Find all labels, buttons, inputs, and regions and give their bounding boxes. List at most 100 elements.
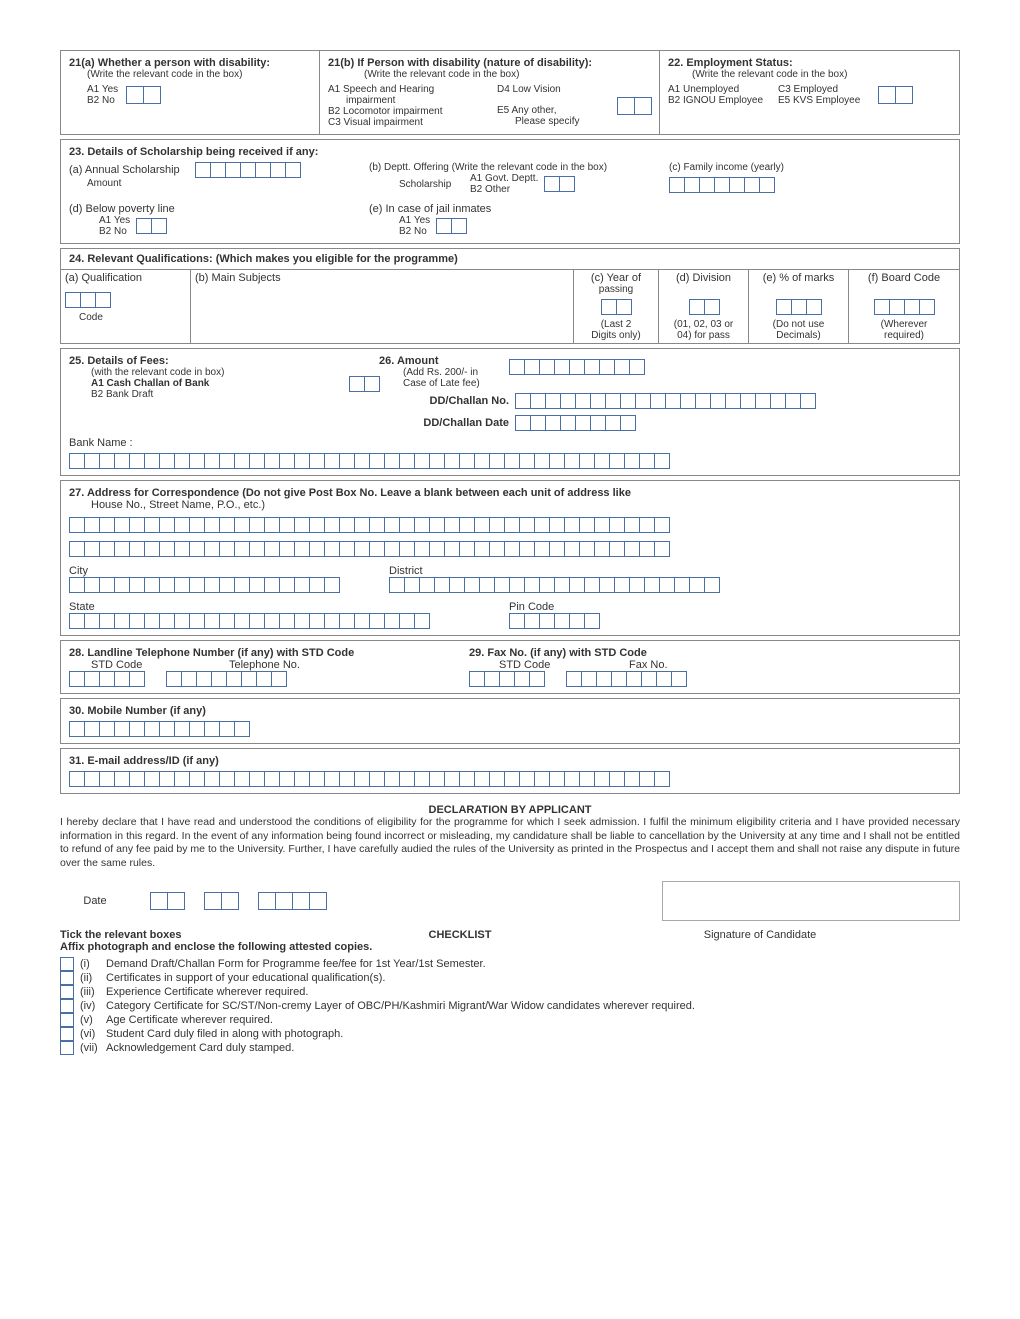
q24-code: Code: [65, 312, 186, 323]
q29-std-input[interactable]: [469, 671, 544, 687]
q24-year-input[interactable]: [601, 299, 631, 315]
q25-sub: (with the relevant code in box): [69, 367, 343, 378]
q24-col-f: (f) Board Code: [853, 272, 955, 284]
q28-tel-input[interactable]: [166, 671, 286, 687]
chk-iv[interactable]: [60, 999, 74, 1013]
q24-board-input[interactable]: [874, 299, 934, 315]
q26-dddate-input[interactable]: [515, 415, 635, 431]
q24-col-c: (c) Year of: [578, 272, 654, 284]
q27-city-input[interactable]: [69, 577, 339, 593]
q27-box: 27. Address for Correspondence (Do not g…: [60, 480, 960, 636]
q24-qual-input[interactable]: [65, 292, 110, 308]
q23-a-amount[interactable]: [195, 162, 300, 178]
q22-c3: C3 Employed: [778, 84, 868, 95]
chk-ii-text: Certificates in support of your educatio…: [106, 972, 385, 984]
q28-std-input[interactable]: [69, 671, 144, 687]
q23-amount-label: Amount: [69, 178, 369, 189]
q21b-a1: A1 Speech and Hearing: [328, 84, 487, 95]
q27-addr1[interactable]: [69, 517, 669, 533]
checklist-tick: Tick the relevant boxes: [60, 929, 360, 941]
chk-vii-text: Acknowledgement Card duly stamped.: [106, 1042, 294, 1054]
chk-i[interactable]: [60, 957, 74, 971]
q24-e-sub1: (Do not use: [753, 319, 844, 330]
q25-bank: Bank Name :: [69, 437, 951, 449]
q28-tel: Telephone No.: [169, 659, 469, 671]
q24-marks-input[interactable]: [776, 299, 821, 315]
q23-b: (b) Deptt. Offering (Write the relevant …: [369, 162, 669, 173]
chk-iii-text: Experience Certificate wherever required…: [106, 986, 308, 998]
q31-title: 31. E-mail address/ID (if any): [69, 755, 951, 767]
q21b-e5b: Please specify: [497, 116, 607, 127]
q21a-a1: A1 Yes: [87, 84, 118, 95]
q26-sub2: Case of Late fee): [379, 378, 509, 389]
sig-box[interactable]: [662, 881, 960, 921]
q31-input[interactable]: [69, 771, 669, 787]
chk-vi[interactable]: [60, 1027, 74, 1041]
q23-d: (d) Below poverty line: [69, 203, 369, 215]
date-d[interactable]: [150, 892, 184, 910]
q24-div-input[interactable]: [689, 299, 719, 315]
q27-city: City: [69, 565, 389, 577]
q27-pin-input[interactable]: [509, 613, 599, 629]
chk-vii-num: (vii): [80, 1042, 106, 1054]
q23-e: (e) In case of jail inmates: [369, 203, 951, 215]
decl-date: Date: [60, 895, 130, 907]
chk-iii-num: (iii): [80, 986, 106, 998]
q23-e-a1: A1 Yes: [399, 215, 430, 226]
q21b-sub: (Write the relevant code in the box): [328, 69, 651, 80]
q27-state: State: [69, 601, 509, 613]
q29-fax-input[interactable]: [566, 671, 686, 687]
q29-fax: Fax No.: [579, 659, 951, 671]
chk-v-text: Age Certificate wherever required.: [106, 1014, 273, 1026]
q21b-input[interactable]: [617, 97, 651, 115]
q22-a1: A1 Unemployed: [668, 84, 768, 95]
q26-dddate: DD/Challan Date: [379, 417, 509, 429]
q24-e-sub2: Decimals): [753, 330, 844, 341]
q21b-title: 21(b) If Person with disability (nature …: [328, 57, 592, 69]
chk-v-num: (v): [80, 1014, 106, 1026]
date-y[interactable]: [258, 892, 326, 910]
q30-box: 30. Mobile Number (if any): [60, 698, 960, 744]
q21b-c3: C3 Visual impairment: [328, 117, 487, 128]
q23-c-input[interactable]: [669, 177, 774, 193]
q25-bank-input[interactable]: [69, 453, 669, 469]
q22-input[interactable]: [878, 86, 912, 104]
q26-ddno: DD/Challan No.: [379, 395, 509, 407]
q23-e-input[interactable]: [436, 218, 466, 234]
chk-iii[interactable]: [60, 985, 74, 999]
q22-b2: B2 IGNOU Employee: [668, 95, 768, 106]
q23-c: (c) Family income (yearly): [669, 162, 784, 173]
q25-input[interactable]: [349, 376, 379, 392]
row-21-22: 21(a) Whether a person with disability: …: [60, 50, 960, 135]
chk-vii[interactable]: [60, 1041, 74, 1055]
q29-std: STD Code: [469, 659, 579, 671]
q30-input[interactable]: [69, 721, 249, 737]
chk-v[interactable]: [60, 1013, 74, 1027]
q26-ddno-input[interactable]: [515, 393, 815, 409]
q24-col-c2: passing: [578, 284, 654, 295]
chk-vi-text: Student Card duly filed in along with ph…: [106, 1028, 343, 1040]
chk-iv-num: (iv): [80, 1000, 106, 1012]
q27-district-input[interactable]: [389, 577, 719, 593]
q29-title: 29. Fax No. (if any) with STD Code: [469, 647, 951, 659]
q27-state-input[interactable]: [69, 613, 429, 629]
q23-b-input[interactable]: [544, 176, 574, 192]
q24-col-a: (a) Qualification: [65, 272, 186, 284]
date-m[interactable]: [204, 892, 238, 910]
q24-col-b: (b) Main Subjects: [195, 272, 569, 284]
q26-amount-input[interactable]: [509, 359, 644, 375]
chk-ii[interactable]: [60, 971, 74, 985]
q23-title: 23. Details of Scholarship being receive…: [69, 146, 951, 158]
q21b-b2: B2 Locomotor impairment: [328, 106, 487, 117]
q24-c-sub2: Digits only): [578, 330, 654, 341]
q24-col-d: (d) Division: [663, 272, 744, 284]
q27-district: District: [389, 565, 951, 577]
chk-iv-text: Category Certificate for SC/ST/Non-cremy…: [106, 1000, 695, 1012]
q21a-b2: B2 No: [87, 95, 118, 106]
q21a-input[interactable]: [126, 86, 160, 104]
q31-box: 31. E-mail address/ID (if any): [60, 748, 960, 794]
q28-29-box: 28. Landline Telephone Number (if any) w…: [60, 640, 960, 694]
checklist-affix: Affix photograph and enclose the followi…: [60, 941, 960, 953]
q23-d-input[interactable]: [136, 218, 166, 234]
q27-addr2[interactable]: [69, 541, 669, 557]
